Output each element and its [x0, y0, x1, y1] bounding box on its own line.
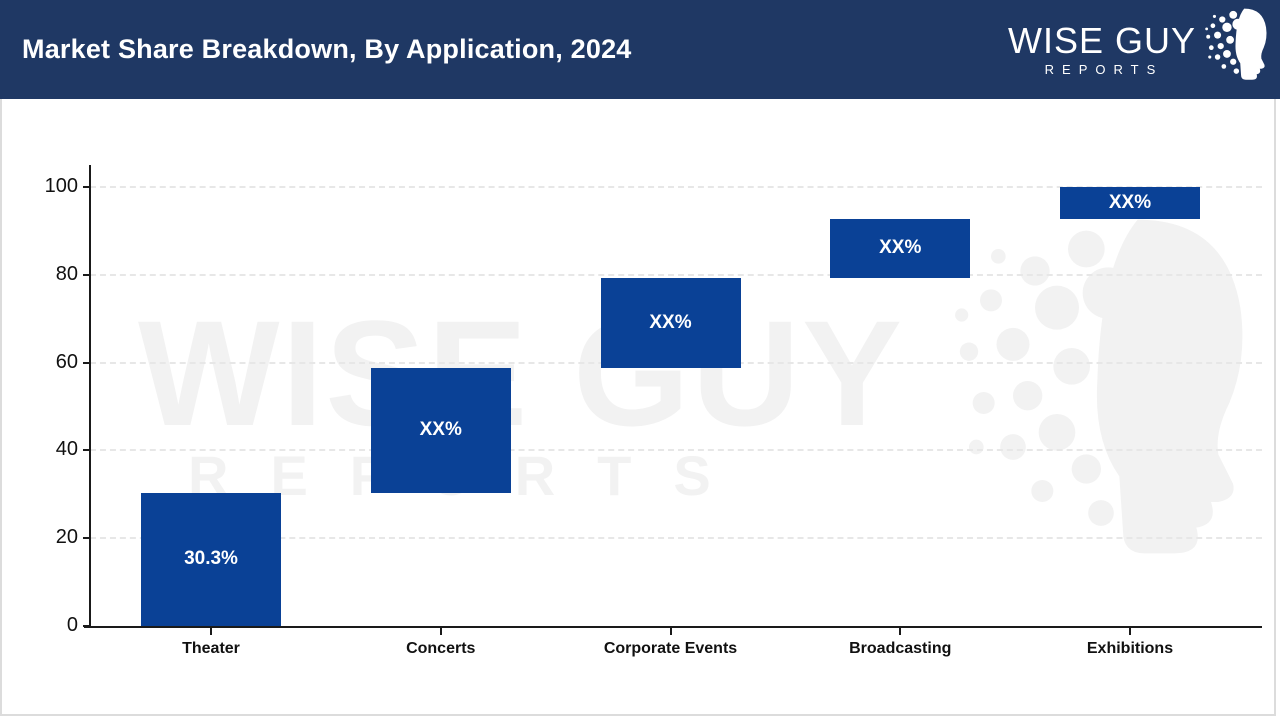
y-axis-line: [89, 165, 91, 628]
bar-value-label: XX%: [879, 237, 922, 259]
page-title: Market Share Breakdown, By Application, …: [22, 34, 632, 64]
x-label-3: Broadcasting: [849, 640, 952, 657]
bar-exhibitions: XX%: [1060, 187, 1200, 219]
gridline-40: [90, 449, 1262, 452]
y-tick-20: [83, 537, 90, 540]
brand-text: WISE GUY REPORTS: [1007, 20, 1196, 77]
bar-value-label: XX%: [1108, 191, 1152, 213]
x-label-2: Corporate Events: [603, 640, 738, 657]
watermark-text: WISE GUY: [138, 289, 905, 457]
x-tick-2: [669, 627, 672, 635]
y-tick-40: [83, 449, 90, 452]
gridline-20: [90, 537, 1262, 540]
x-label-0: Theater: [182, 640, 240, 657]
y-tick-label-80: 80: [55, 262, 78, 285]
bar-theater: 30.3%: [141, 492, 281, 626]
x-tick-3: [899, 627, 902, 635]
brand-name: WISE GUY: [1007, 20, 1196, 61]
x-tick-4: [1129, 627, 1131, 635]
x-tick-1: [439, 627, 442, 635]
bar-value-label: 30.3%: [184, 548, 238, 570]
y-tick-label-0: 0: [66, 614, 78, 636]
y-tick-label-100: 100: [44, 175, 78, 197]
gridline-80: [90, 273, 1262, 276]
bar-corporate-events: XX%: [600, 277, 741, 368]
brand-subtitle: REPORTS: [1044, 62, 1164, 77]
y-tick-label-60: 60: [55, 350, 78, 373]
y-tick-label-40: 40: [55, 438, 78, 461]
brand-logo: WISE GUY REPORTS: [1008, 7, 1270, 93]
x-label-1: Concerts: [406, 640, 476, 657]
y-tick-60: [83, 361, 90, 364]
bar-value-label: XX%: [419, 419, 462, 441]
x-label-4: Exhibitions: [1086, 640, 1174, 657]
x-tick-0: [210, 627, 212, 635]
bar-value-label: XX%: [649, 311, 692, 333]
gridline-100: [90, 186, 1262, 188]
header-bar: Market Share Breakdown, By Application, …: [0, 0, 1280, 99]
y-tick-label-20: 20: [55, 526, 78, 549]
bar-broadcasting: XX%: [830, 218, 971, 278]
y-tick-80: [83, 273, 90, 276]
bar-concerts: XX%: [370, 367, 511, 493]
y-tick-100: [83, 186, 90, 188]
x-axis-line: [84, 626, 1262, 628]
